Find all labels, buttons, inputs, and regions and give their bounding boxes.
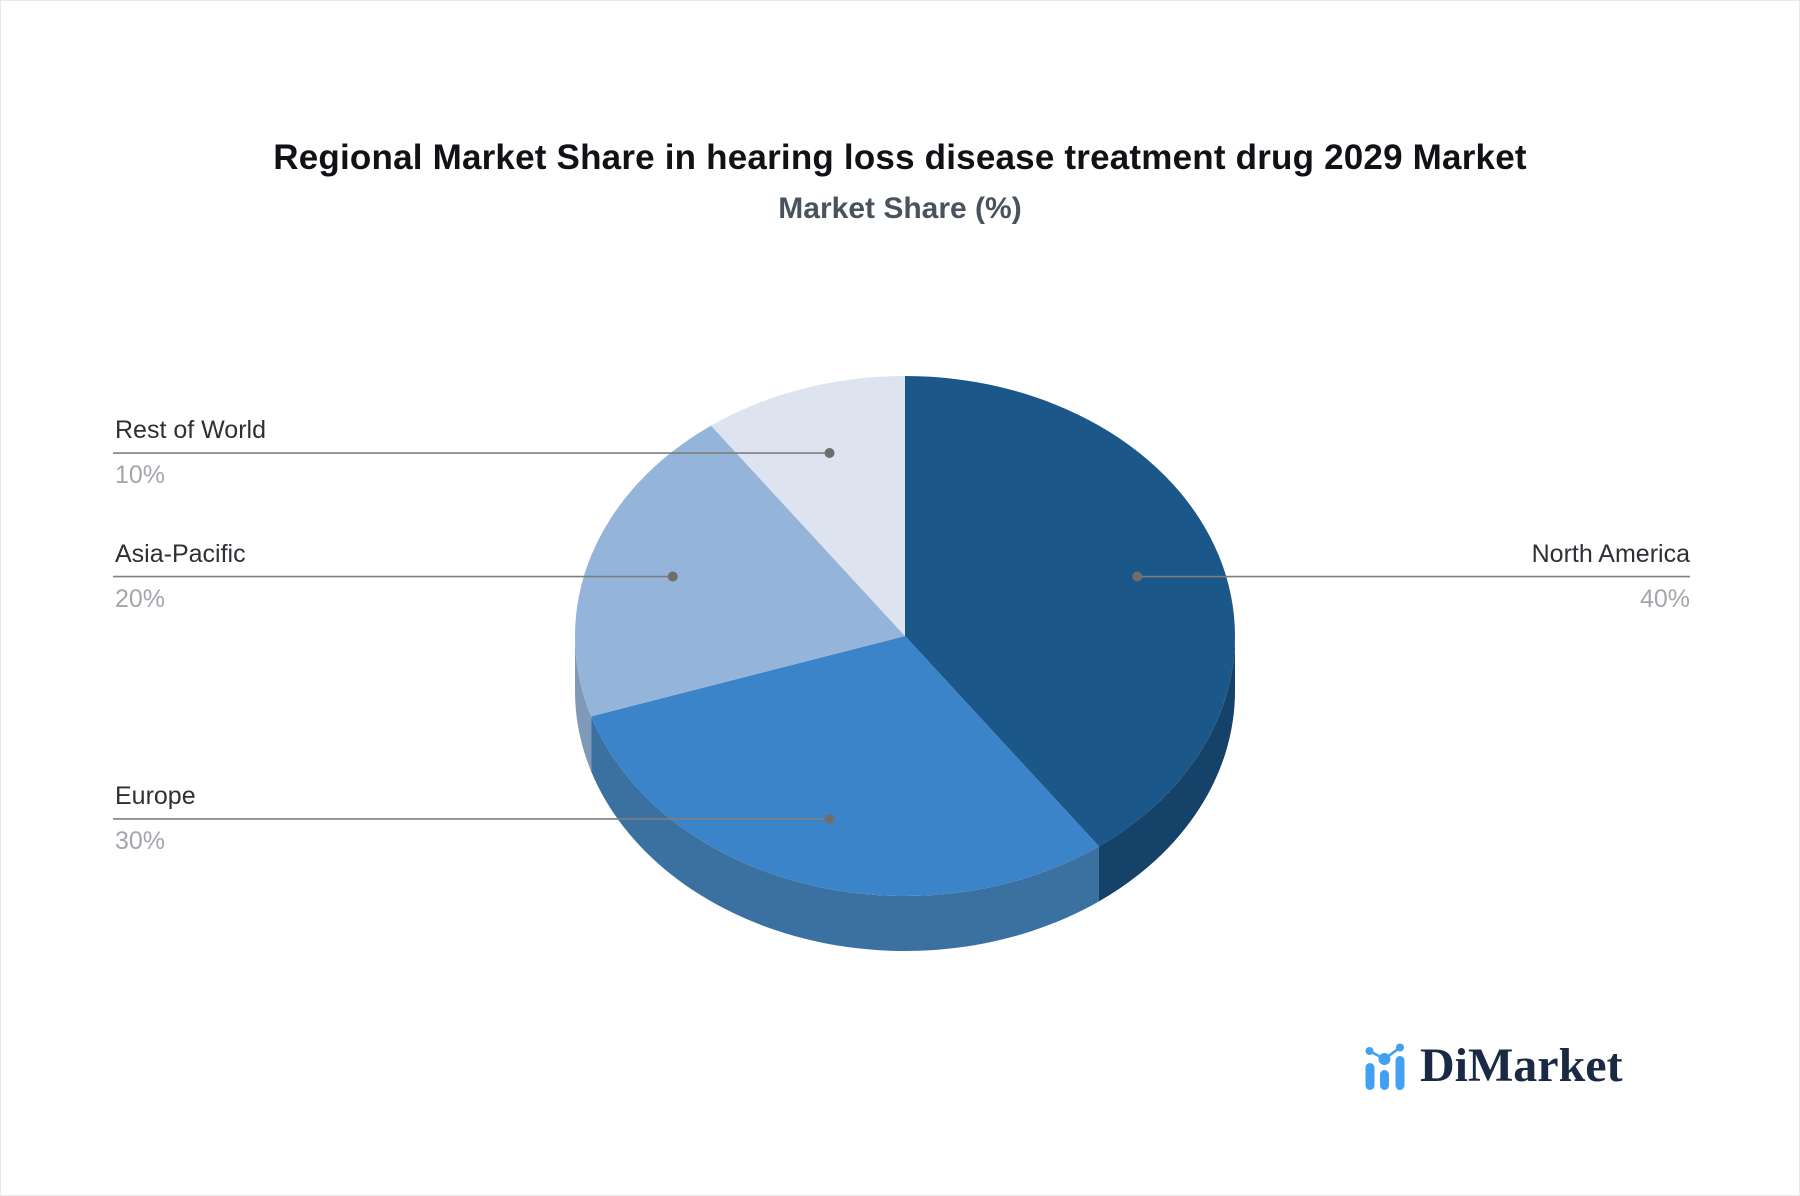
pie-slice-rest-of-world [711, 376, 905, 636]
callout-label-europe: Europe [115, 781, 196, 810]
pie-slice-north-america [905, 376, 1235, 847]
pie-slice-asia-pacific [575, 425, 905, 717]
chart-title: Regional Market Share in hearing loss di… [273, 138, 1527, 177]
callout-dot-asia-pacific [667, 571, 678, 582]
callout-label-asia-pacific: Asia-Pacific [115, 539, 246, 568]
callout-percent-rest-of-world: 10% [115, 461, 166, 490]
logo-text: DiMarket [1420, 1039, 1623, 1092]
callout-percent-europe: 30% [115, 826, 166, 855]
pie-slice-depth-asia-pacific [575, 636, 592, 772]
pie-slice-depth-north-america [1098, 636, 1235, 902]
callout-dot-north-america [1132, 571, 1143, 582]
dimarket-logo: DiMarket [1363, 1042, 1623, 1090]
callout-dot-rest-of-world [824, 448, 835, 459]
pie-slice-depth-europe [591, 716, 1099, 951]
callout-dot-europe [824, 813, 835, 824]
callout-label-rest-of-world: Rest of World [115, 416, 266, 445]
callout-percent-north-america: 40% [1639, 584, 1690, 613]
callout-percent-asia-pacific: 20% [115, 584, 166, 613]
chart-subtitle: Market Share (%) [778, 192, 1022, 225]
pie-slice-europe [591, 636, 1099, 896]
callout-label-north-america: North America [1531, 539, 1690, 568]
bar-line-chart-icon [1365, 1043, 1405, 1090]
